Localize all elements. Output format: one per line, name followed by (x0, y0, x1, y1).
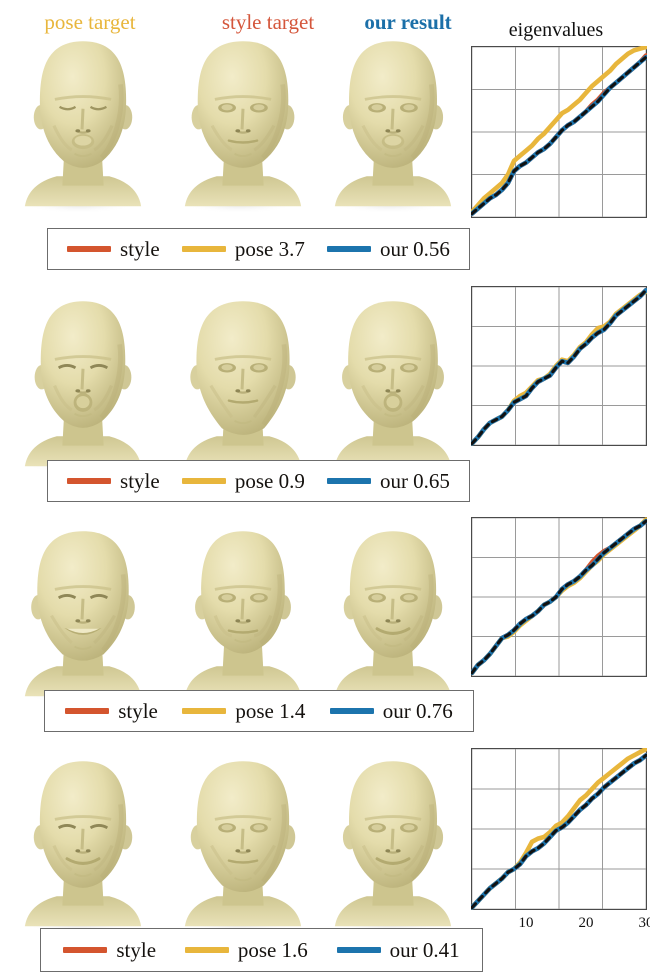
legend-item-our: our 0.41 (336, 938, 460, 962)
head-mesh-render (21, 301, 142, 474)
legend-box-row2: style pose 0.9 our 0.65 (47, 460, 470, 502)
eigenvalue-chart-plot (471, 46, 647, 218)
legend-label-style: style (118, 699, 158, 723)
legend-item-style: style (67, 470, 160, 492)
legend-label-style: style (116, 938, 157, 962)
head-render-style-target-row2 (168, 282, 318, 478)
x-tick-label: 30 (638, 915, 650, 931)
eigenvalue-chart-row2 (471, 286, 647, 446)
x-tick-label: 10 (518, 915, 534, 931)
head-render-our-result-row2 (318, 282, 468, 478)
eigenvalue-chart-row4 (471, 748, 647, 910)
legend-color-swatch-style (65, 708, 110, 714)
chart-panel-title: eigenvalues (508, 19, 604, 41)
x-tick-label: 20 (578, 915, 594, 931)
head-render-style-target-row3 (168, 512, 318, 708)
series-line-our-dash (471, 288, 647, 445)
legend-label-pose: pose 1.4 (235, 699, 306, 723)
legend-label-our: our 0.56 (379, 237, 450, 261)
eigenvalue-chart-plot (471, 517, 647, 677)
legend-item-our: our 0.56 (326, 237, 450, 261)
head-render-pose-target-row2 (8, 282, 158, 478)
legend-item-pose: pose 1.6 (184, 938, 308, 962)
eigenvalue-chart-plot (471, 286, 647, 446)
legend-label-style: style (120, 469, 160, 493)
legend-item-style: style (63, 939, 156, 961)
legend-color-swatch-pose (181, 478, 226, 484)
x-axis-tick-labels: 10 20 30 (471, 914, 650, 934)
legend-item-style: style (67, 238, 160, 260)
legend-label-our: our 0.65 (379, 469, 450, 493)
column-header-pose-target: pose target (44, 10, 136, 34)
head-mesh-render (331, 301, 452, 474)
head-mesh-render (331, 761, 452, 934)
legend-item-our: our 0.76 (329, 699, 453, 723)
head-render-our-result-row3 (318, 512, 468, 708)
head-mesh-render (181, 41, 302, 214)
legend-item-style: style (65, 700, 158, 722)
legend-box-row3: style pose 1.4 our 0.76 (44, 690, 474, 732)
legend-color-swatch-our (326, 246, 371, 252)
legend-box-row4: style pose 1.6 our 0.41 (40, 928, 483, 972)
head-mesh-render (181, 761, 302, 934)
series-line-our-dash (471, 753, 647, 909)
column-header-style-target: style target (221, 10, 315, 34)
legend-color-swatch-our (336, 947, 381, 953)
head-render-pose-target-row4 (8, 742, 158, 938)
series-line-our-dash (471, 519, 647, 675)
head-mesh-render (21, 531, 142, 704)
head-render-pose-target-row3 (8, 512, 158, 708)
head-render-our-result-row4 (318, 742, 468, 938)
head-render-our-result-row1 (318, 22, 468, 218)
legend-label-style: style (120, 237, 160, 261)
eigenvalue-chart-plot (471, 748, 647, 910)
legend-label-our: our 0.41 (389, 938, 460, 962)
legend-color-swatch-style (63, 947, 108, 953)
legend-item-our: our 0.65 (326, 469, 450, 493)
head-mesh-render (331, 41, 452, 214)
legend-color-swatch-style (67, 246, 112, 252)
legend-color-swatch-style (67, 478, 112, 484)
eigenvalue-chart-row3 (471, 517, 647, 677)
head-render-style-target-row1 (168, 22, 318, 218)
legend-box-row1: style pose 3.7 our 0.56 (47, 228, 470, 270)
head-render-style-target-row4 (168, 742, 318, 938)
legend-color-swatch-pose (182, 708, 227, 714)
legend-color-swatch-pose (184, 947, 229, 953)
eigenvalue-chart-row1 (471, 46, 647, 218)
legend-color-swatch-our (329, 708, 374, 714)
head-mesh-render (21, 761, 142, 934)
legend-label-pose: pose 1.6 (237, 938, 308, 962)
series-line-our-dash (471, 55, 647, 216)
legend-color-swatch-pose (181, 246, 226, 252)
head-render-pose-target-row1 (8, 22, 158, 218)
legend-label-pose: pose 0.9 (234, 469, 305, 493)
column-header-our-result: our result (364, 10, 452, 34)
legend-label-our: our 0.76 (382, 699, 453, 723)
head-mesh-render (331, 531, 452, 704)
head-mesh-render (181, 301, 302, 474)
head-mesh-render (181, 531, 302, 704)
series-line-pose (471, 46, 647, 215)
legend-item-pose: pose 1.4 (182, 700, 305, 722)
legend-item-pose: pose 3.7 (181, 237, 305, 261)
head-mesh-render (21, 41, 142, 214)
legend-label-pose: pose 3.7 (234, 237, 305, 261)
legend-color-swatch-our (326, 478, 371, 484)
legend-item-pose: pose 0.9 (181, 469, 305, 493)
